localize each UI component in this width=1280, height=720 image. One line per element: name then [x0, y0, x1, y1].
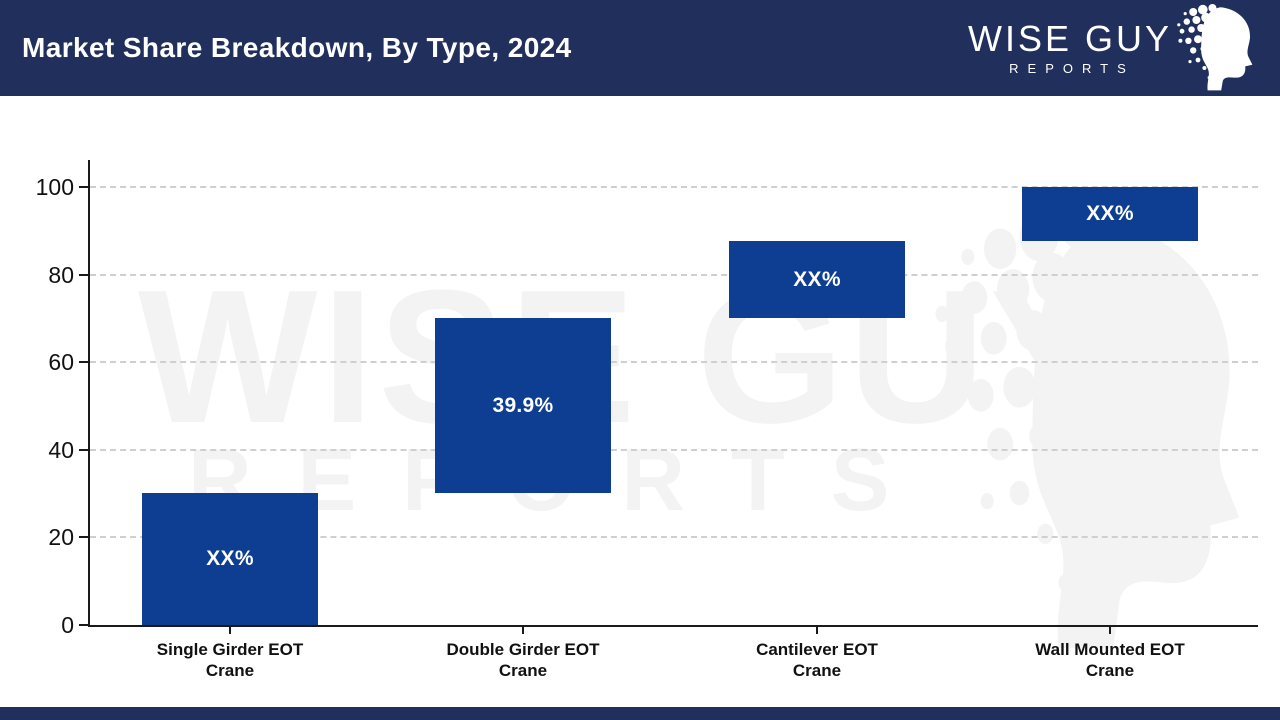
y-axis-line [88, 160, 90, 627]
x-tick-mark [1109, 627, 1111, 634]
bar-segment: XX% [1022, 187, 1198, 242]
bar-segment: XX% [729, 241, 905, 319]
bar-segment: XX% [142, 493, 318, 625]
y-tick-label-40: 40 [48, 436, 74, 463]
y-tick-label-100: 100 [35, 174, 74, 200]
bar-segment: 39.9% [435, 318, 611, 494]
gridline-60 [90, 361, 1258, 364]
y-tick-label-80: 80 [48, 261, 74, 288]
brand-logo-text: WISE GUY REPORTS [967, 17, 1172, 76]
y-tick-mark-0 [79, 624, 88, 626]
y-tick-label-60: 60 [48, 349, 74, 376]
x-category-label: Wall Mounted EOT Crane [1035, 640, 1185, 681]
x-axis-line [88, 625, 1258, 627]
y-tick-label-0: 0 [61, 612, 74, 638]
bar-value-label: XX% [1086, 202, 1134, 226]
header: Market Share Breakdown, By Type, 2024 WI… [0, 0, 1280, 96]
x-tick-mark [229, 627, 231, 634]
y-tick-mark-100 [79, 186, 88, 188]
x-tick-mark [522, 627, 524, 634]
gridline-20 [90, 536, 1258, 539]
brand-subtitle: REPORTS [1009, 60, 1135, 76]
x-category-label: Double Girder EOT Crane [446, 640, 600, 681]
y-tick-mark-40 [79, 448, 88, 451]
x-tick-mark [816, 627, 818, 634]
head-silhouette-icon [1177, 4, 1253, 91]
brand-logo: WISE GUY REPORTS [968, 4, 1280, 92]
bar-value-label: XX% [793, 267, 841, 291]
bar-value-label: XX% [206, 547, 254, 571]
y-tick-mark-80 [79, 273, 88, 276]
y-tick-mark-20 [79, 536, 88, 539]
x-category-label: Cantilever EOT Crane [756, 640, 878, 681]
y-tick-label-20: 20 [48, 524, 74, 551]
gridline-100 [90, 186, 1258, 188]
gridline-80 [90, 273, 1258, 276]
x-category-label: Single Girder EOT Crane [156, 640, 304, 681]
gridline-40 [90, 448, 1258, 451]
footer-bar [0, 707, 1280, 720]
bar-value-label: 39.9% [492, 393, 554, 417]
y-tick-mark-60 [79, 361, 88, 364]
brand-name: WISE GUY [967, 17, 1172, 59]
chart-title: Market Share Breakdown, By Type, 2024 [22, 32, 572, 63]
